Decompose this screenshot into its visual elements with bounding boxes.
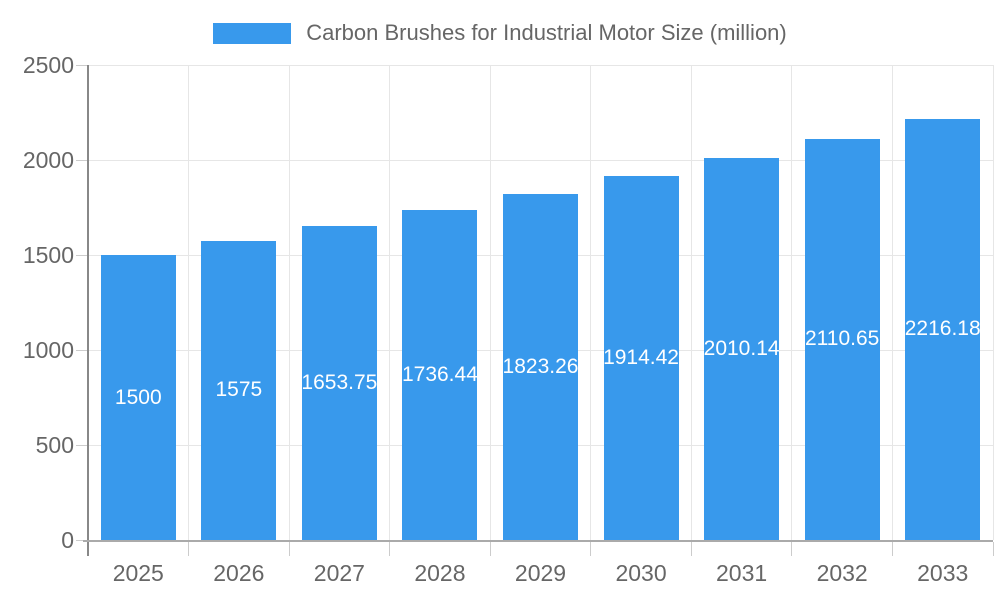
y-tick-label: 0 — [61, 527, 74, 553]
y-axis-tick — [76, 539, 88, 541]
x-axis-tick — [690, 542, 692, 556]
bar-value-label: 1914.42 — [603, 346, 679, 370]
gridline-vertical — [288, 65, 290, 540]
bar-2030 — [603, 176, 679, 540]
x-tick-label: 2033 — [917, 560, 969, 586]
x-axis-tick — [791, 542, 793, 556]
bar-value-label: 2010.14 — [703, 337, 780, 361]
x-axis-tick — [389, 542, 391, 556]
gridline-vertical — [690, 65, 692, 540]
x-axis-tick — [288, 542, 290, 556]
y-axis-tick — [76, 254, 88, 256]
y-axis-tick — [76, 159, 88, 161]
x-axis-tick — [590, 542, 592, 556]
chart-legend: Carbon Brushes for Industrial Motor Size… — [0, 20, 1000, 46]
x-axis-tick — [188, 542, 190, 556]
y-tick-label: 2500 — [22, 52, 74, 78]
x-tick-label: 2031 — [716, 560, 768, 586]
legend-label: Carbon Brushes for Industrial Motor Size… — [306, 20, 787, 45]
gridline-vertical — [791, 65, 793, 540]
x-tick-label: 2027 — [313, 560, 365, 586]
bar-2026 — [201, 240, 277, 540]
bar-value-label: 1500 — [114, 385, 162, 409]
gridline-horizontal — [88, 64, 993, 66]
bar-2025 — [100, 255, 176, 540]
legend-swatch — [213, 22, 292, 44]
bar-2031 — [704, 158, 780, 540]
bar-value-label: 1575 — [215, 378, 263, 402]
x-axis-tick — [489, 542, 491, 556]
x-tick-label: 2029 — [514, 560, 567, 586]
bar-value-label: 1653.75 — [301, 370, 378, 394]
bar-value-label: 2216.18 — [904, 317, 981, 341]
bar-value-label: 1736.44 — [401, 363, 478, 387]
bar-value-label: 2110.65 — [804, 327, 880, 351]
x-tick-label: 2028 — [414, 560, 466, 586]
y-axis-tick — [76, 444, 88, 446]
y-axis-tick — [76, 349, 88, 351]
x-tick-label: 2030 — [615, 560, 667, 586]
gridline-vertical — [891, 65, 893, 540]
y-tick-label: 2000 — [22, 147, 74, 173]
x-tick-label: 2025 — [112, 560, 164, 586]
y-tick-label: 500 — [35, 432, 74, 458]
gridline-vertical — [489, 65, 491, 540]
bar-2029 — [503, 193, 578, 540]
bar-2028 — [402, 210, 478, 540]
gridline-vertical — [590, 65, 592, 540]
bar-value-label: 1823.26 — [502, 354, 579, 378]
gridline-vertical — [992, 65, 994, 540]
gridline-vertical — [188, 65, 190, 540]
gridline-horizontal — [88, 159, 993, 161]
x-axis-tick — [992, 542, 994, 556]
bar-2027 — [301, 225, 377, 540]
y-axis-tick — [76, 64, 88, 66]
y-tick-label: 1000 — [22, 337, 74, 363]
x-tick-label: 2032 — [816, 560, 868, 586]
gridline-vertical — [389, 65, 391, 540]
x-axis-baseline — [83, 540, 993, 542]
y-axis-line — [86, 65, 89, 556]
x-axis-tick — [891, 542, 893, 556]
bar-2032 — [804, 138, 880, 540]
bar-2033 — [905, 118, 981, 540]
y-tick-label: 1500 — [22, 242, 74, 268]
x-tick-label: 2026 — [213, 560, 265, 586]
